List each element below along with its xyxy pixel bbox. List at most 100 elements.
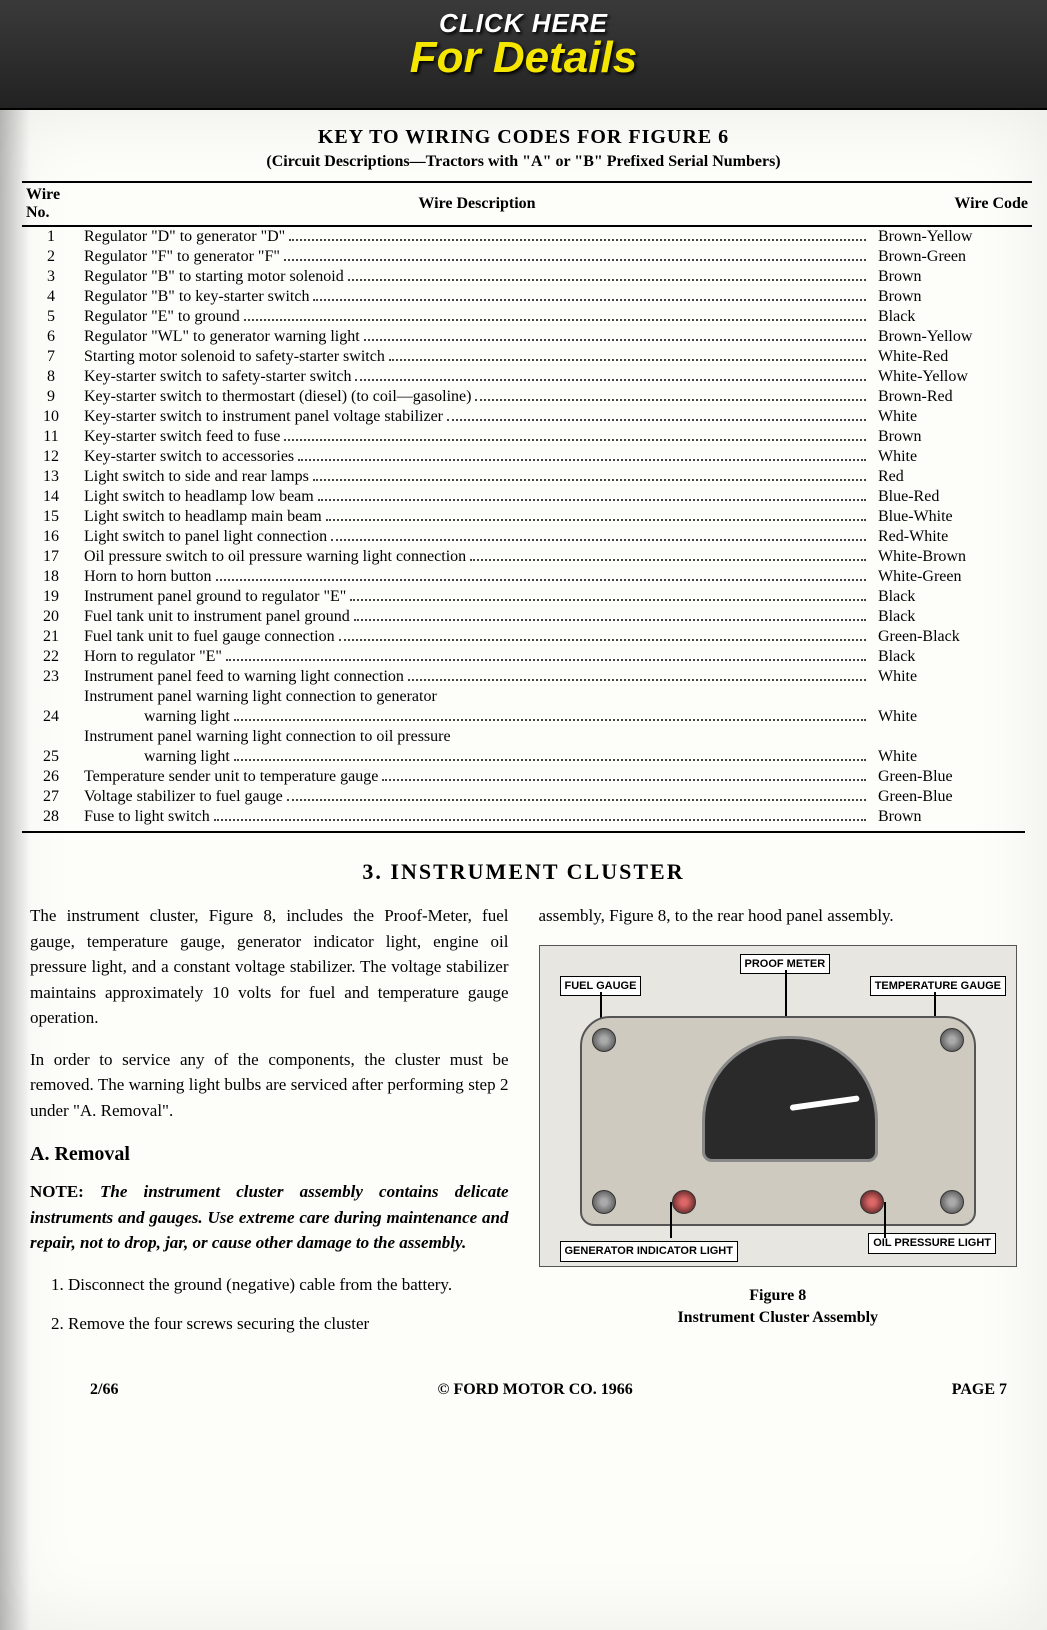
table-row: 21Fuel tank unit to fuel gauge connectio… bbox=[22, 627, 1032, 647]
wire-code-cell: Black bbox=[874, 587, 1032, 607]
screw-icon bbox=[940, 1190, 964, 1214]
step-1: Disconnect the ground (negative) cable f… bbox=[68, 1272, 509, 1298]
wire-desc-cell: Fuel tank unit to instrument panel groun… bbox=[80, 607, 874, 627]
wire-desc-cell: Starting motor solenoid to safety-starte… bbox=[80, 347, 874, 367]
figure-8: FUEL GAUGE PROOF METER TEMPERATURE GAUGE bbox=[539, 945, 1018, 1267]
wire-no-cell: 4 bbox=[22, 287, 80, 307]
wire-code-cell: Brown bbox=[874, 287, 1032, 307]
table-row: 26Temperature sender unit to temperature… bbox=[22, 767, 1032, 787]
wire-code-cell: Brown bbox=[874, 427, 1032, 447]
screw-icon bbox=[592, 1028, 616, 1052]
wire-no-cell: 3 bbox=[22, 267, 80, 287]
wire-code-cell: Red-White bbox=[874, 527, 1032, 547]
table-row: 7Starting motor solenoid to safety-start… bbox=[22, 347, 1032, 367]
section-title: 3. INSTRUMENT CLUSTER bbox=[10, 859, 1037, 885]
proof-meter-dial bbox=[702, 1036, 878, 1162]
wire-desc-cell: Key-starter switch to thermostart (diese… bbox=[80, 387, 874, 407]
table-row: 28Fuse to light switchBrown bbox=[22, 807, 1032, 827]
arrow-line bbox=[670, 1202, 672, 1238]
wire-desc-cell: Light switch to side and rear lamps bbox=[80, 467, 874, 487]
para-2: In order to service any of the component… bbox=[30, 1047, 509, 1124]
wire-desc-cell: Instrument panel feed to warning light c… bbox=[80, 667, 874, 687]
wire-no-cell: 10 bbox=[22, 407, 80, 427]
table-row: 10Key-starter switch to instrument panel… bbox=[22, 407, 1032, 427]
indicator-light-icon bbox=[860, 1190, 884, 1214]
wire-code-cell: Brown-Red bbox=[874, 387, 1032, 407]
wire-no-cell: 14 bbox=[22, 487, 80, 507]
table-row: 3Regulator "B" to starting motor solenoi… bbox=[22, 267, 1032, 287]
wire-desc-cell: Fuel tank unit to fuel gauge connection bbox=[80, 627, 874, 647]
wire-code-cell: White bbox=[874, 447, 1032, 467]
wire-code-cell: White-Brown bbox=[874, 547, 1032, 567]
step-2: Remove the four screws securing the clus… bbox=[68, 1311, 509, 1337]
wire-code-cell: Green-Blue bbox=[874, 787, 1032, 807]
wire-no-cell: 9 bbox=[22, 387, 80, 407]
wire-no-cell: 12 bbox=[22, 447, 80, 467]
scan-shadow bbox=[0, 110, 30, 1630]
table-row: 23Instrument panel feed to warning light… bbox=[22, 667, 1032, 687]
wire-code-cell: Brown-Green bbox=[874, 247, 1032, 267]
wire-no-cell: 20 bbox=[22, 607, 80, 627]
wire-code-cell: White bbox=[874, 407, 1032, 427]
wire-code-cell: Brown bbox=[874, 267, 1032, 287]
table-row: 8Key-starter switch to safety-starter sw… bbox=[22, 367, 1032, 387]
wire-desc-cell: Key-starter switch feed to fuse bbox=[80, 427, 874, 447]
footer-left: 2/66 bbox=[90, 1381, 118, 1399]
wire-no-cell: 18 bbox=[22, 567, 80, 587]
wire-desc-cell: Horn to horn button bbox=[80, 567, 874, 587]
wire-no-cell: 6 bbox=[22, 327, 80, 347]
note-text: The instrument cluster assembly contains… bbox=[30, 1182, 509, 1252]
wire-desc-cell: Instrument panel warning light connectio… bbox=[80, 727, 874, 767]
screw-icon bbox=[940, 1028, 964, 1052]
wire-desc-cell: Instrument panel ground to regulator "E" bbox=[80, 587, 874, 607]
wire-desc-cell: Light switch to headlamp low beam bbox=[80, 487, 874, 507]
wiring-table: Wire No. Wire Description Wire Code 1Reg… bbox=[22, 181, 1032, 827]
wiring-subtitle: (Circuit Descriptions—Tractors with "A" … bbox=[10, 153, 1037, 171]
wire-no-cell: 7 bbox=[22, 347, 80, 367]
wire-desc-cell: Light switch to panel light connection bbox=[80, 527, 874, 547]
wire-code-cell: Blue-White bbox=[874, 507, 1032, 527]
wire-code-cell: Brown bbox=[874, 807, 1032, 827]
wire-code-cell: White bbox=[874, 727, 1032, 767]
wire-desc-cell: Regulator "E" to ground bbox=[80, 307, 874, 327]
wire-desc-cell: Key-starter switch to accessories bbox=[80, 447, 874, 467]
wire-code-cell: Black bbox=[874, 307, 1032, 327]
wire-no-cell: 13 bbox=[22, 467, 80, 487]
wire-no-cell: 17 bbox=[22, 547, 80, 567]
wire-desc-cell: Key-starter switch to safety-starter swi… bbox=[80, 367, 874, 387]
wire-desc-cell: Fuse to light switch bbox=[80, 807, 874, 827]
removal-heading: A. Removal bbox=[30, 1139, 509, 1169]
wire-desc-cell: Regulator "F" to generator "F" bbox=[80, 247, 874, 267]
col-wire-desc: Wire Description bbox=[80, 182, 874, 226]
table-row: 22Horn to regulator "E"Black bbox=[22, 647, 1032, 667]
wire-no-cell: 21 bbox=[22, 627, 80, 647]
right-column: assembly, Figure 8, to the rear hood pan… bbox=[539, 903, 1018, 1351]
page-footer: 2/66 © FORD MOTOR CO. 1966 PAGE 7 bbox=[10, 1351, 1037, 1399]
wire-no-cell: 26 bbox=[22, 767, 80, 787]
screw-icon bbox=[592, 1190, 616, 1214]
wire-code-cell: White-Green bbox=[874, 567, 1032, 587]
banner-line2: For Details bbox=[0, 33, 1047, 83]
label-oil-light: OIL PRESSURE LIGHT bbox=[868, 1233, 996, 1254]
wire-desc-cell: Regulator "WL" to generator warning ligh… bbox=[80, 327, 874, 347]
table-bottom-rule bbox=[22, 831, 1025, 833]
wire-desc-cell: Light switch to headlamp main beam bbox=[80, 507, 874, 527]
wire-no-cell: 28 bbox=[22, 807, 80, 827]
footer-right: PAGE 7 bbox=[952, 1381, 1007, 1399]
wire-desc-cell: Key-starter switch to instrument panel v… bbox=[80, 407, 874, 427]
wire-code-cell: Green-Black bbox=[874, 627, 1032, 647]
wire-no-cell: 25 bbox=[22, 727, 80, 767]
table-row: 5Regulator "E" to groundBlack bbox=[22, 307, 1032, 327]
right-intro: assembly, Figure 8, to the rear hood pan… bbox=[539, 903, 1018, 929]
wire-no-cell: 19 bbox=[22, 587, 80, 607]
table-row: 27Voltage stabilizer to fuel gaugeGreen-… bbox=[22, 787, 1032, 807]
wire-no-cell: 5 bbox=[22, 307, 80, 327]
figure-caption: Figure 8 Instrument Cluster Assembly bbox=[539, 1285, 1018, 1330]
table-row: 2Regulator "F" to generator "F"Brown-Gre… bbox=[22, 247, 1032, 267]
promo-banner[interactable]: CLICK HERE For Details bbox=[0, 0, 1047, 110]
wire-desc-cell: Oil pressure switch to oil pressure warn… bbox=[80, 547, 874, 567]
wire-no-cell: 11 bbox=[22, 427, 80, 447]
wire-desc-cell: Regulator "B" to starting motor solenoid bbox=[80, 267, 874, 287]
wire-desc-cell: Temperature sender unit to temperature g… bbox=[80, 767, 874, 787]
note-label: NOTE: bbox=[30, 1182, 84, 1201]
